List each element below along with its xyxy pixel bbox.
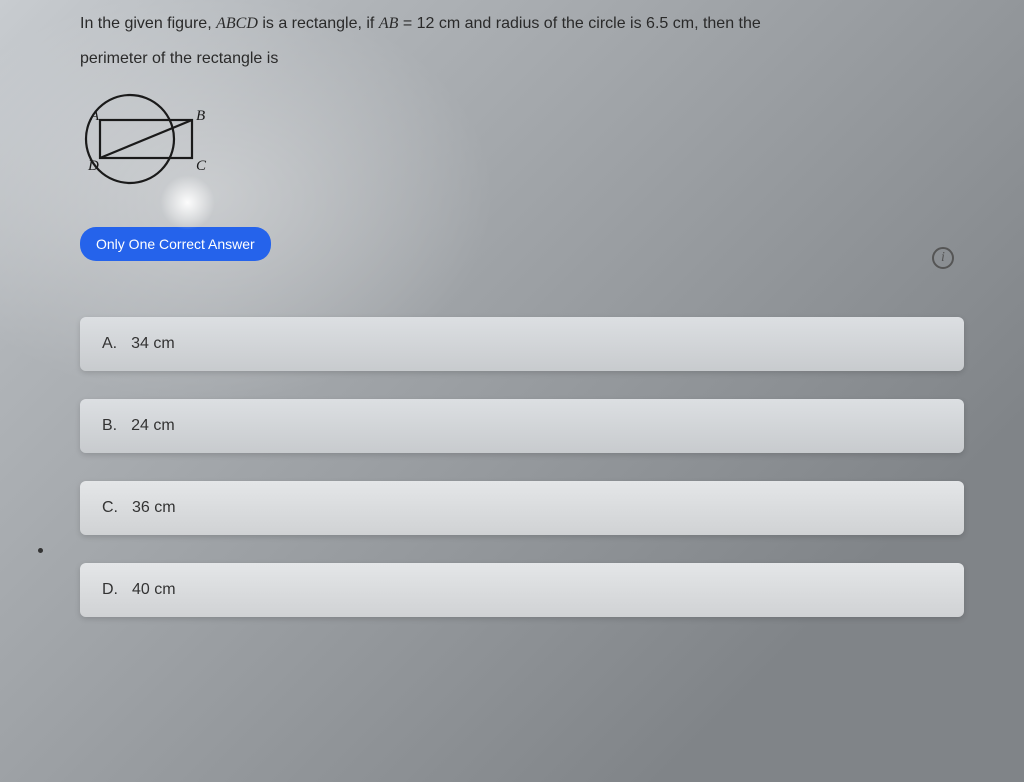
q-text: is a rectangle, if [258, 15, 379, 32]
option-letter: B. [102, 417, 117, 434]
option-text: 24 cm [131, 417, 175, 434]
rectangle-in-circle-svg: A B C D [80, 84, 210, 199]
label-c: C [196, 158, 207, 174]
label-b: B [196, 108, 205, 124]
question-line-2: perimeter of the rectangle is [80, 45, 964, 74]
option-text: 40 cm [132, 581, 176, 598]
option-c[interactable]: C. 36 cm [80, 481, 964, 535]
option-b[interactable]: B. 24 cm [80, 399, 964, 453]
info-icon[interactable]: i [932, 247, 954, 269]
diagonal-line [100, 120, 192, 158]
option-a[interactable]: A. 34 cm [80, 317, 964, 371]
q-text: = 12 cm and radius of the circle is 6.5 … [398, 15, 760, 32]
option-text: 36 cm [132, 499, 176, 516]
question-line-1: In the given figure, ABCD is a rectangle… [80, 10, 964, 39]
q-var-ab: AB [379, 15, 399, 32]
q-var-abcd: ABCD [216, 15, 258, 32]
answer-type-badge: Only One Correct Answer [80, 227, 271, 261]
option-letter: D. [102, 581, 118, 598]
q-text: In the given figure, [80, 15, 216, 32]
option-letter: C. [102, 499, 118, 516]
badge-row: Only One Correct Answer i [80, 227, 964, 289]
figure-diagram: A B C D [80, 84, 210, 199]
option-letter: A. [102, 335, 117, 352]
label-d: D [87, 158, 99, 174]
options-list: A. 34 cm B. 24 cm C. 36 cm D. 40 cm [80, 317, 964, 617]
option-text: 34 cm [131, 335, 175, 352]
stray-dot [38, 548, 43, 553]
label-a: A [89, 108, 100, 124]
quiz-page: In the given figure, ABCD is a rectangle… [0, 0, 1024, 782]
option-d[interactable]: D. 40 cm [80, 563, 964, 617]
